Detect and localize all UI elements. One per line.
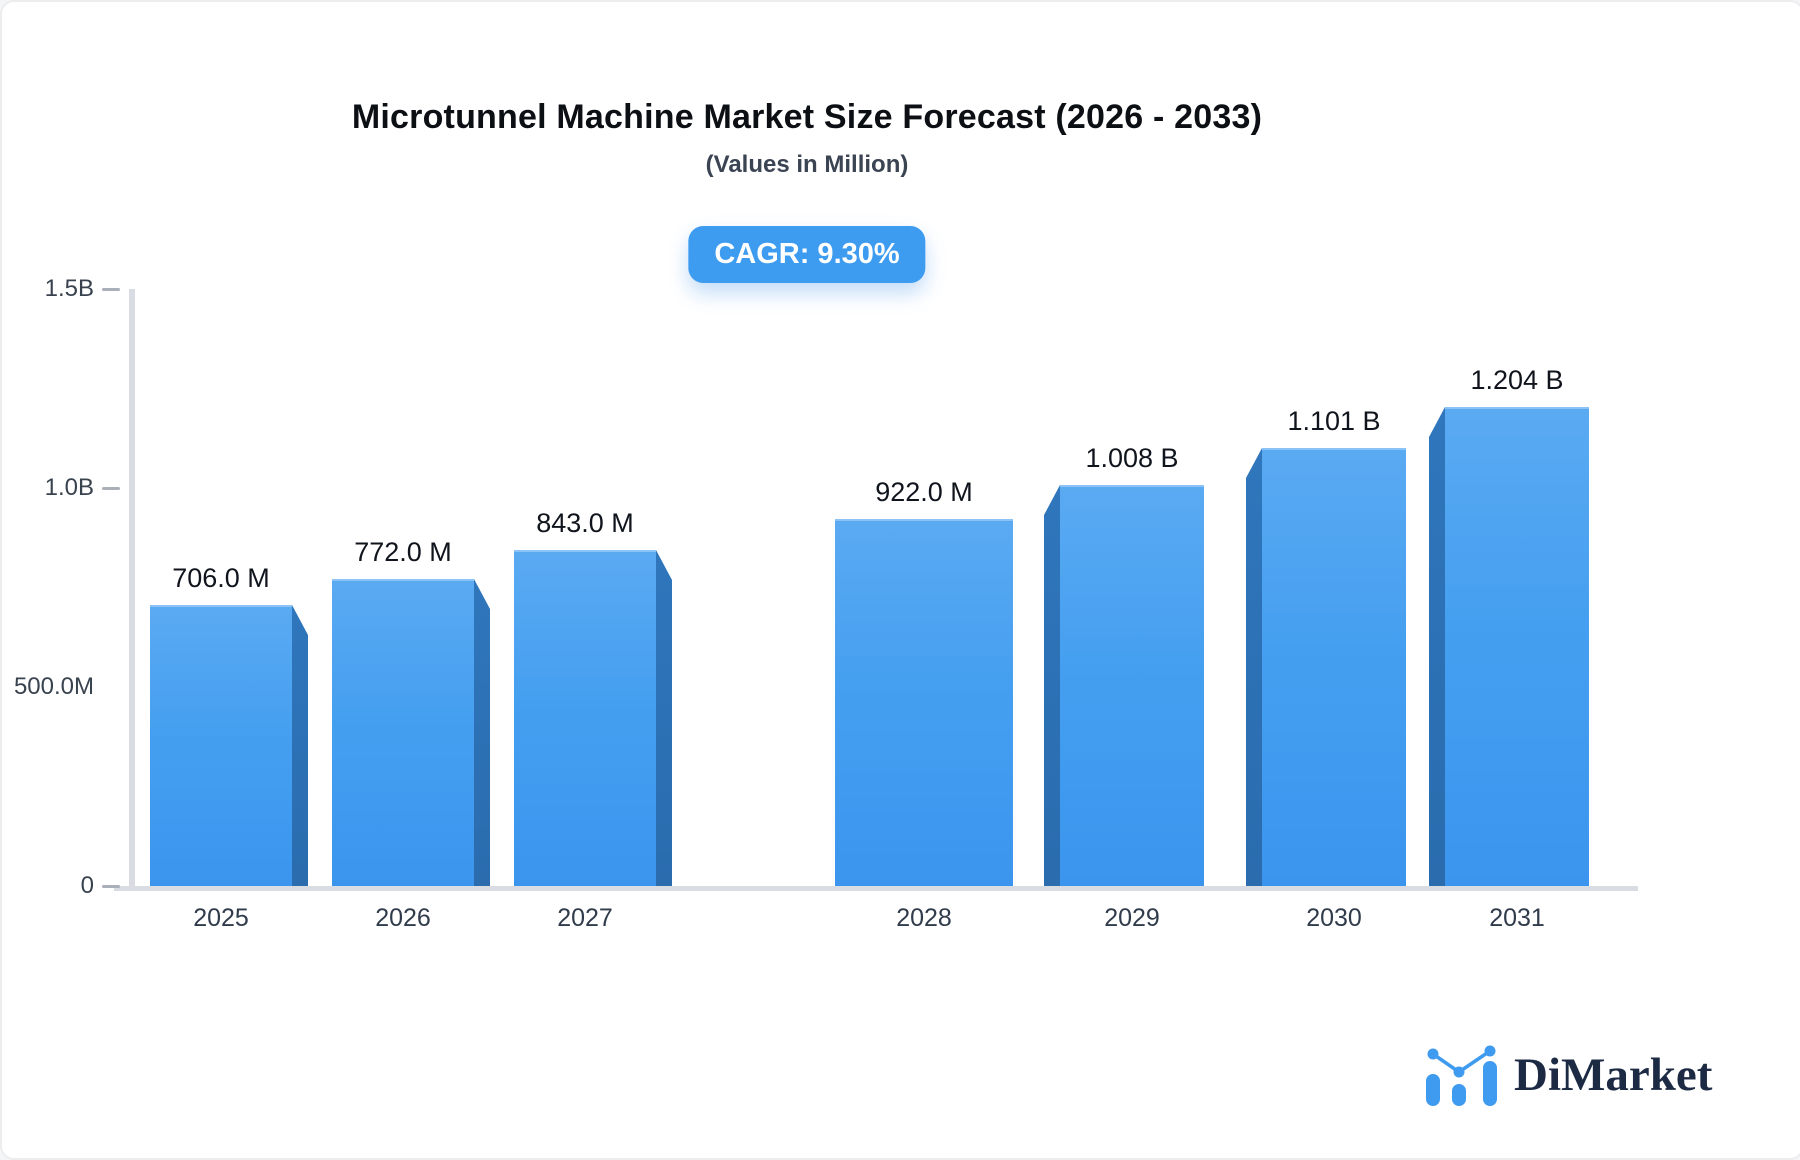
bar-side-2029 bbox=[1044, 485, 1060, 886]
bar-2029 bbox=[1060, 485, 1204, 886]
bar-value-label-2025: 706.0 M bbox=[172, 563, 270, 593]
chart-title: Microtunnel Machine Market Size Forecast… bbox=[351, 98, 1263, 136]
x-tick-label-2030: 2030 bbox=[1306, 904, 1362, 932]
bar-side-2030 bbox=[1246, 448, 1262, 886]
bar-2026 bbox=[332, 579, 474, 886]
bar-2027 bbox=[514, 550, 656, 886]
y-tick-label-500.0M: 500.0M bbox=[13, 673, 94, 700]
y-axis-line bbox=[129, 289, 135, 891]
dimarket-logo-text: DiMarket bbox=[1514, 1049, 1713, 1101]
bar-side-2031 bbox=[1429, 407, 1445, 886]
x-tick-label-2027: 2027 bbox=[557, 904, 613, 932]
y-tick-label-1.5B: 1.5B bbox=[44, 275, 94, 302]
bar-2031 bbox=[1445, 407, 1589, 886]
bar-value-label-2029: 1.008 B bbox=[1085, 443, 1179, 473]
cagr-badge: CAGR: 9.30% bbox=[688, 226, 926, 283]
bar-side-2027 bbox=[656, 550, 672, 886]
bar-2030 bbox=[1262, 448, 1406, 886]
x-tick-label-2026: 2026 bbox=[375, 904, 431, 932]
bar-value-label-2027: 843.0 M bbox=[536, 508, 634, 538]
dimarket-logo: DiMarket bbox=[1424, 1044, 1712, 1106]
bar-value-label-2030: 1.101 B bbox=[1287, 406, 1381, 436]
x-axis-line bbox=[114, 886, 1638, 891]
bar-value-label-2028: 922.0 M bbox=[875, 477, 973, 507]
y-tick-dash-1.0B bbox=[102, 486, 120, 490]
bar-side-2026 bbox=[474, 579, 490, 886]
y-tick-dash-0 bbox=[102, 884, 120, 888]
y-tick-dash-1.5B bbox=[102, 287, 120, 291]
bar-value-label-2031: 1.204 B bbox=[1470, 365, 1564, 395]
x-tick-label-2025: 2025 bbox=[193, 904, 249, 932]
x-tick-label-2029: 2029 bbox=[1104, 904, 1160, 932]
x-tick-label-2031: 2031 bbox=[1489, 904, 1545, 932]
bar-2025 bbox=[150, 605, 292, 886]
bar-side-2025 bbox=[292, 605, 308, 886]
y-tick-label-0: 0 bbox=[80, 872, 94, 899]
bar-2028 bbox=[835, 519, 1013, 886]
chart-subtitle: (Values in Million) bbox=[705, 151, 909, 178]
y-tick-label-1.0B: 1.0B bbox=[44, 474, 94, 501]
x-tick-label-2028: 2028 bbox=[896, 904, 952, 932]
dimarket-logo-icon bbox=[1426, 1045, 1497, 1106]
bar-value-label-2026: 772.0 M bbox=[354, 537, 452, 567]
